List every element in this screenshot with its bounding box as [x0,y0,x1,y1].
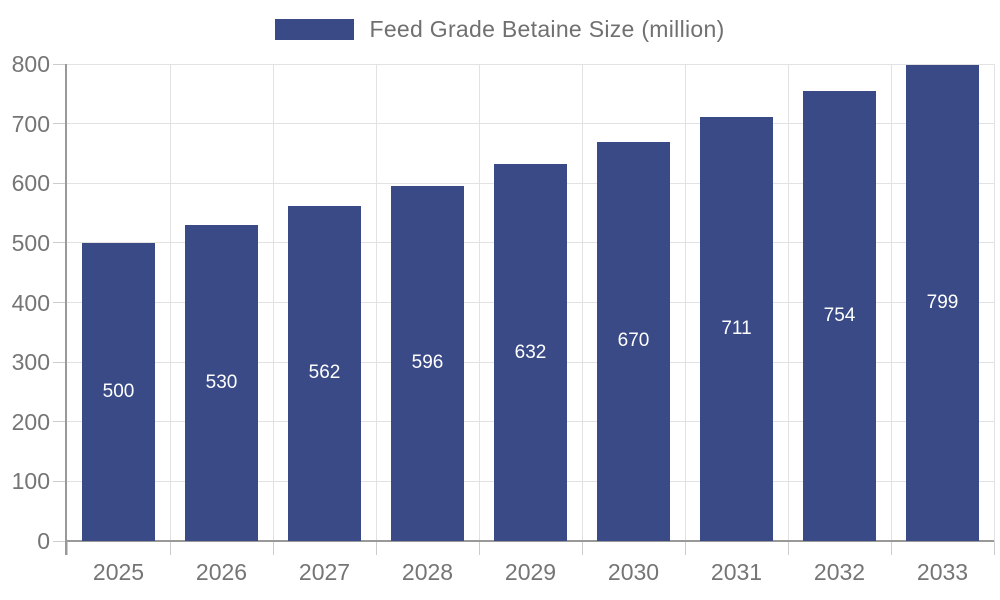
x-tick-label: 2032 [813,559,866,585]
y-axis-line [65,64,67,555]
x-axis-line [65,540,994,542]
x-axis-tick [581,541,583,555]
bar-value-label: 632 [514,341,547,363]
x-axis-tick [684,541,686,555]
legend-swatch-icon [275,19,355,40]
y-axis-tick [53,421,67,423]
x-axis-tick [993,541,995,555]
legend[interactable]: Feed Grade Betaine Size (million) [0,16,1000,43]
y-axis-tick [53,480,67,482]
gridline-vertical [890,64,892,541]
bar[interactable] [597,141,670,541]
y-axis-tick [53,361,67,363]
y-tick-label: 600 [11,170,50,197]
bar[interactable] [82,242,155,541]
x-axis-tick [478,541,480,555]
y-axis-tick [53,540,67,542]
bar[interactable] [391,185,464,541]
y-axis-tick [53,302,67,303]
gridline-vertical [787,64,789,541]
gridline-horizontal [67,123,994,125]
bar-value-label: 754 [823,305,856,327]
x-tick-label: 2029 [504,559,557,585]
y-tick-label: 300 [11,349,50,376]
bar[interactable] [906,64,979,541]
gridline-vertical [272,64,274,541]
x-tick-label: 2031 [710,559,763,585]
x-tick-label: 2033 [916,559,969,585]
bar-value-label: 596 [411,352,444,374]
x-axis-tick [272,541,274,555]
y-tick-label: 700 [11,110,50,137]
bar[interactable] [700,117,773,541]
gridline-vertical [684,64,686,541]
bar[interactable] [288,205,361,541]
x-axis-tick [890,541,892,555]
bar-value-label: 799 [926,291,959,313]
bar-value-label: 500 [102,380,135,402]
y-tick-label: 0 [37,528,50,554]
bar-value-label: 530 [205,371,238,393]
y-tick-label: 400 [11,289,50,316]
x-tick-label: 2026 [195,559,248,585]
bar-value-label: 711 [721,318,752,340]
bar[interactable] [494,164,567,541]
y-axis-tick [53,242,67,244]
x-axis-tick [66,541,68,555]
y-tick-label: 100 [11,468,50,495]
y-tick-label: 500 [11,229,50,256]
x-tick-label: 2025 [92,559,145,585]
x-tick-label: 2027 [298,559,351,585]
y-axis-tick [53,182,67,184]
gridline-vertical [581,64,583,541]
gridline-vertical [993,64,995,541]
x-axis-tick [169,541,171,555]
bar[interactable] [185,224,258,541]
gridline-horizontal [67,63,994,65]
gridline-vertical [375,64,377,541]
y-tick-label: 800 [11,51,50,77]
gridline-vertical [478,64,480,541]
gridline-vertical [169,64,171,541]
x-tick-label: 2030 [607,559,660,585]
bar[interactable] [803,91,876,541]
bar-value-label: 562 [308,362,341,384]
x-tick-label: 2028 [401,559,454,585]
x-axis-tick [375,541,377,555]
bar-value-label: 670 [617,330,650,352]
y-axis-tick [53,123,67,125]
y-axis-tick [53,63,67,65]
y-tick-label: 200 [11,408,50,435]
legend-label: Feed Grade Betaine Size (million) [369,16,725,42]
x-axis-tick [787,541,789,555]
